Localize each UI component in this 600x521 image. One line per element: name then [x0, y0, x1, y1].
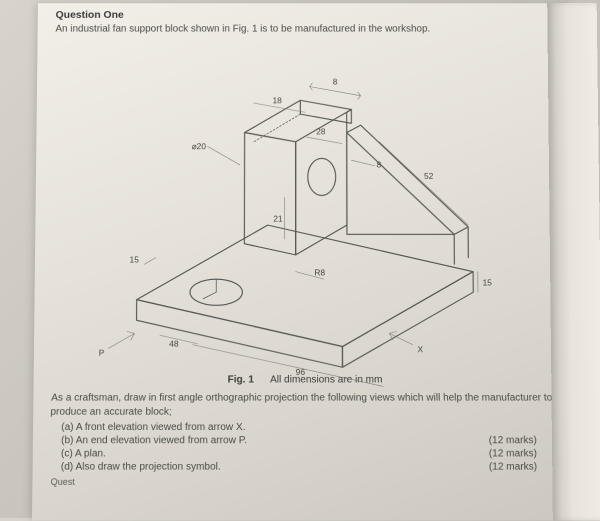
sub-c-marks: (12 marks) [489, 448, 559, 459]
sub-b-marks: (12 marks) [489, 435, 559, 446]
instruction-text: As a craftsman, draw in first angle orth… [50, 392, 560, 420]
exam-page: Question One An industrial fan support b… [32, 3, 578, 520]
arrow-x-label: X [417, 344, 423, 354]
sub-b: (b) An end elevation viewed from arrow P… [51, 435, 559, 446]
arrow-p-label: P [99, 348, 105, 358]
sub-a-label: (a) A front elevation viewed from arrow … [61, 422, 245, 433]
question-heading: Question One [56, 9, 555, 21]
sub-d-marks: (12 marks) [489, 461, 560, 472]
sub-b-label: (b) An end elevation viewed from arrow P… [61, 435, 247, 446]
dim-top-back: 8 [333, 77, 338, 87]
page-curl [547, 3, 600, 520]
dim-base-h: 15 [482, 278, 492, 288]
dim-left-small: 15 [129, 254, 139, 264]
sub-a: (a) A front elevation viewed from arrow … [51, 422, 559, 433]
isometric-drawing: 8 18 28 ⌀20 8 52 21 R8 96 48 15 15 X P [52, 38, 559, 386]
dim-right-small: 8 [377, 160, 382, 170]
question-intro: An industrial fan support block shown in… [55, 24, 554, 35]
cutoff-text: Quest [51, 477, 560, 487]
sub-d: (d) Also draw the projection symbol. (12… [51, 461, 560, 472]
dim-vert: 21 [273, 213, 283, 223]
dim-phi: ⌀20 [192, 141, 207, 151]
dim-top-mid: 18 [273, 95, 283, 105]
dim-front-long: 96 [296, 367, 306, 377]
dim-upper: 28 [316, 126, 326, 136]
dim-slope: 52 [424, 171, 434, 181]
dim-r8: R8 [314, 267, 325, 277]
sub-c-label: (c) A plan. [61, 448, 106, 459]
sub-d-label: (d) Also draw the projection symbol. [61, 461, 221, 472]
figure-area: 8 18 28 ⌀20 8 52 21 R8 96 48 15 15 X P [52, 38, 559, 386]
sub-c: (c) A plan. (12 marks) [51, 448, 559, 459]
dim-front-small: 48 [169, 338, 179, 348]
